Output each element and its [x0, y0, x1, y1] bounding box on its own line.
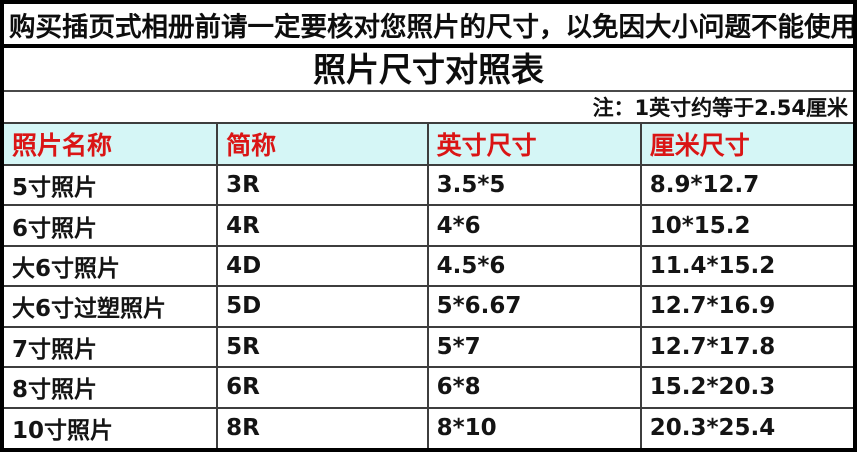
table-cell: 5R	[216, 325, 429, 369]
table-cell: 5*7	[426, 325, 642, 369]
table-cell: 4.5*6	[426, 244, 642, 288]
table-cell: 5寸照片	[4, 163, 219, 207]
table-cell: 6*8	[426, 366, 642, 409]
conversion-note: 注：1英寸约等于2.54厘米	[592, 96, 848, 120]
table-row: 大6寸照片 4D 4.5*6 11.4*15.2	[4, 244, 853, 288]
column-header-photo-name: 照片名称	[4, 122, 219, 166]
table-cell: 4D	[216, 244, 429, 288]
table-row: 8寸照片 6R 6*8 15.2*20.3	[4, 366, 853, 409]
note-row: 注：1英寸约等于2.54厘米	[4, 92, 853, 122]
table-cell: 大6寸过塑照片	[4, 285, 219, 328]
table-cell: 11.4*15.2	[639, 244, 853, 288]
column-header-abbreviation: 简称	[216, 122, 429, 166]
size-comparison-table: 照片名称 简称 英寸尺寸 厘米尺寸 5寸照片 3R 3.5*5 8.9*12.7 6寸照…	[4, 122, 853, 448]
table-cell: 3R	[216, 163, 429, 207]
table-cell: 8寸照片	[4, 366, 219, 409]
table-cell: 12.7*17.8	[639, 325, 853, 369]
title-row: 照片尺寸对照表	[4, 48, 853, 92]
table-cell: 4*6	[426, 204, 642, 247]
table-cell: 3.5*5	[426, 163, 642, 207]
table-cell: 大6寸照片	[4, 244, 219, 288]
table-cell: 6寸照片	[4, 204, 219, 247]
table-row: 10寸照片 8R 8*10 20.3*25.4	[4, 406, 853, 448]
table-cell: 5*6.67	[426, 285, 642, 328]
warning-banner: 购买插页式相册前请一定要核对您照片的尺寸，以免因大小问题不能使用！	[4, 4, 853, 48]
table-row: 7寸照片 5R 5*7 12.7*17.8	[4, 325, 853, 369]
page-title: 照片尺寸对照表	[313, 49, 544, 89]
table-cell: 12.7*16.9	[639, 285, 853, 328]
column-header-cm-size: 厘米尺寸	[639, 122, 853, 166]
column-header-inch-size: 英寸尺寸	[426, 122, 642, 166]
table-cell: 5D	[216, 285, 429, 328]
table-cell: 8.9*12.7	[639, 163, 853, 207]
table-row: 大6寸过塑照片 5D 5*6.67 12.7*16.9	[4, 285, 853, 328]
table-body: 5寸照片 3R 3.5*5 8.9*12.7 6寸照片 4R 4*6 10*15.2 大6寸照片…	[4, 163, 853, 448]
table-cell: 10寸照片	[4, 406, 219, 448]
table-header: 照片名称 简称 英寸尺寸 厘米尺寸	[4, 122, 853, 166]
table-cell: 20.3*25.4	[639, 406, 853, 448]
table-cell: 8R	[216, 406, 429, 448]
table-cell: 8*10	[426, 406, 642, 448]
table-cell: 6R	[216, 366, 429, 409]
table-cell: 15.2*20.3	[639, 366, 853, 409]
warning-banner-text: 购买插页式相册前请一定要核对您照片的尺寸，以免因大小问题不能使用！	[9, 11, 857, 43]
header-row: 照片名称 简称 英寸尺寸 厘米尺寸	[4, 122, 853, 166]
table-cell: 7寸照片	[4, 325, 219, 369]
table-row: 6寸照片 4R 4*6 10*15.2	[4, 204, 853, 247]
table-row: 5寸照片 3R 3.5*5 8.9*12.7	[4, 163, 853, 207]
table-cell: 10*15.2	[639, 204, 853, 247]
table-cell: 4R	[216, 204, 429, 247]
